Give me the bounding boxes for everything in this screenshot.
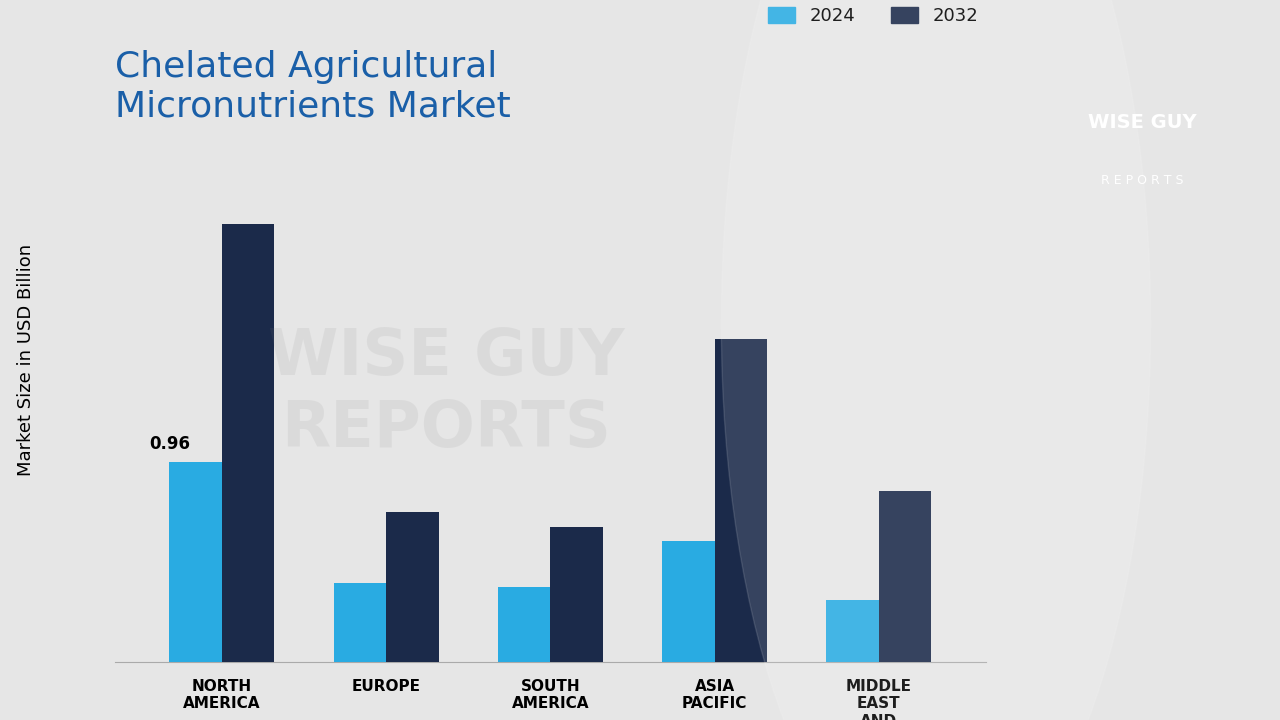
Bar	[169, 462, 221, 662]
Circle shape	[722, 0, 1151, 720]
Bar	[879, 491, 932, 662]
Bar	[334, 583, 387, 662]
Text: WISE GUY
REPORTS: WISE GUY REPORTS	[268, 326, 625, 460]
Bar	[387, 512, 439, 662]
Bar	[498, 588, 550, 662]
Text: Market Size in USD Billion: Market Size in USD Billion	[17, 244, 35, 476]
Legend: 2024, 2032: 2024, 2032	[760, 0, 986, 32]
Text: Chelated Agricultural
Micronutrients Market: Chelated Agricultural Micronutrients Mar…	[115, 50, 511, 124]
Text: WISE GUY: WISE GUY	[1088, 113, 1197, 132]
Text: 0.96: 0.96	[148, 436, 189, 454]
Bar	[550, 526, 603, 662]
Bar	[221, 224, 274, 662]
Text: R E P O R T S: R E P O R T S	[1101, 174, 1184, 186]
Bar	[827, 600, 879, 662]
Bar	[662, 541, 714, 662]
Bar	[714, 338, 767, 662]
